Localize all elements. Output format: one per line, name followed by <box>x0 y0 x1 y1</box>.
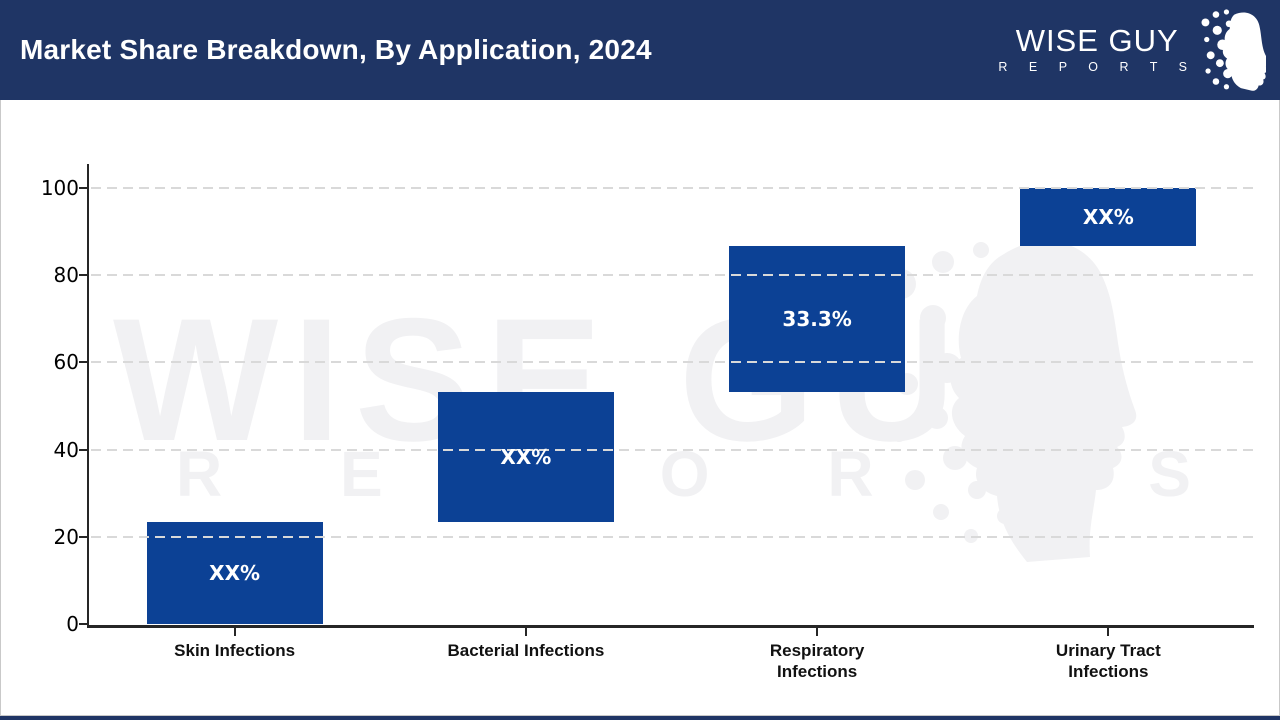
plot-region: WISE GUY R E P O R T S 0 20 40 60 80 100 XX% Sk… <box>0 100 1280 716</box>
y-gridline <box>91 361 1254 364</box>
footer-band <box>0 716 1280 720</box>
brand-face-icon <box>1201 9 1266 91</box>
bar-segment <box>437 391 614 523</box>
brand-name: WISE GUY <box>1015 23 1179 58</box>
y-tick-label: 80 <box>53 263 79 288</box>
y-axis-tick <box>79 274 88 277</box>
brand-subtitle: R E P O R T S <box>998 60 1196 74</box>
bar-segment <box>146 522 323 624</box>
x-axis-tick <box>524 628 527 636</box>
brand-logo: WISE GUY R E P O R T S <box>998 6 1268 94</box>
chart-title: Market Share Breakdown, By Application, … <box>20 34 652 65</box>
x-category-label: Urinary Tract Infections <box>1055 641 1161 682</box>
plot-canvas: 0 20 40 60 80 100 XX% Skin Infections XX% Bacteri… <box>1 100 1279 715</box>
y-axis-line <box>87 164 89 628</box>
y-axis-tick <box>79 361 88 364</box>
y-tick-label: 60 <box>53 350 79 375</box>
bar-value-label: XX% <box>1082 204 1134 229</box>
x-category-label: Bacterial Infections <box>447 641 605 660</box>
y-axis-tick <box>79 535 88 538</box>
y-gridline <box>91 535 1254 538</box>
x-axis-line <box>87 625 1254 628</box>
y-tick-label: 40 <box>53 437 79 462</box>
y-axis-tick <box>79 448 88 451</box>
y-tick-label: 0 <box>66 612 79 636</box>
y-tick-label: 100 <box>40 176 79 200</box>
watermark-face-icon <box>886 241 1137 562</box>
header-band: Market Share Breakdown, By Application, … <box>0 0 1280 100</box>
x-category-label: Respiratory Infections <box>769 641 865 682</box>
x-axis-tick <box>816 628 819 636</box>
x-category-label: Skin Infections <box>174 641 296 660</box>
bar-value-label: XX% <box>500 445 552 469</box>
y-axis-tick <box>79 623 88 625</box>
bar-value-label: XX% <box>209 561 261 586</box>
y-gridline <box>91 274 1254 277</box>
y-gridline <box>91 187 1254 189</box>
y-axis-tick <box>79 187 88 189</box>
y-gridline <box>91 448 1254 451</box>
x-axis-tick <box>233 628 236 636</box>
x-axis-tick <box>1107 628 1110 636</box>
bar-segment <box>729 245 906 392</box>
bar-segment <box>1020 188 1197 246</box>
brand-logo-text: WISE GUY R E P O R T S <box>998 23 1196 75</box>
y-tick-label: 20 <box>53 524 79 549</box>
bar-value-label: 33.3% <box>782 306 852 331</box>
